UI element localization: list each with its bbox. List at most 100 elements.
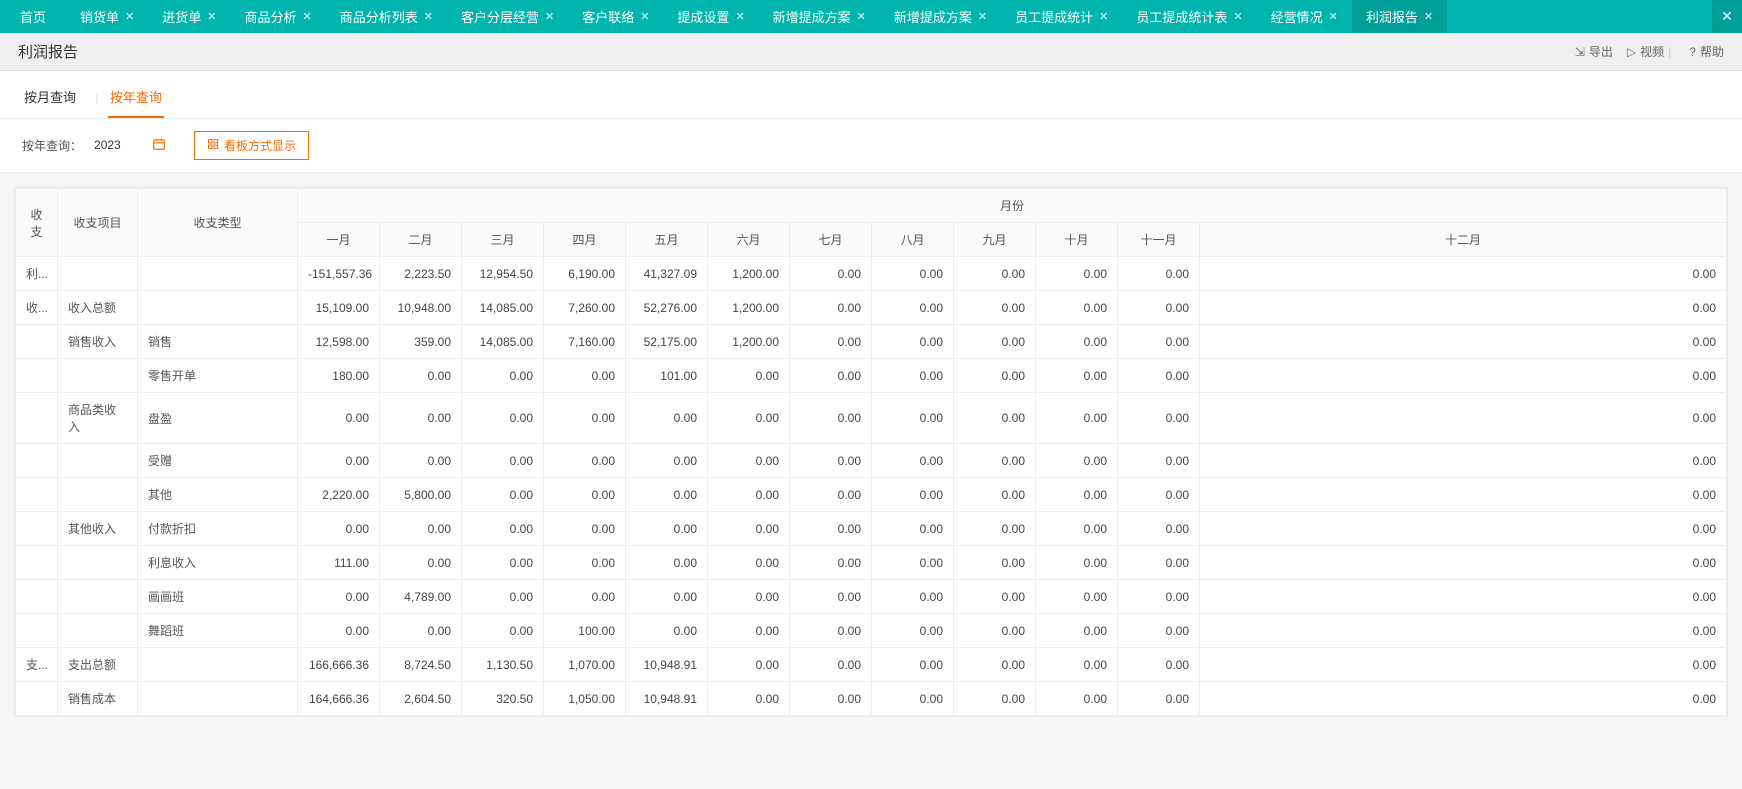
th-month: 四月 <box>544 223 626 257</box>
cell-category <box>16 444 58 478</box>
tab-label: 经营情况 <box>1271 7 1323 26</box>
cell-value: 0.00 <box>954 648 1036 682</box>
tab-close-icon[interactable]: ✕ <box>978 10 987 23</box>
cell-value: 0.00 <box>298 716 380 718</box>
cell-value: 0.00 <box>626 478 708 512</box>
cell-value: 0.00 <box>462 444 544 478</box>
tab-item[interactable]: 客户分层经营✕ <box>447 0 568 33</box>
cell-value: 0.00 <box>1118 359 1200 393</box>
cell-item <box>58 580 138 614</box>
cell-value: 0.00 <box>790 716 872 718</box>
tabbar-close-button[interactable]: ✕ <box>1712 0 1742 33</box>
table-row: 零售开单180.000.000.000.00101.000.000.000.00… <box>16 359 1727 393</box>
tab-item[interactable]: 新增提成方案✕ <box>880 0 1001 33</box>
th-month: 十一月 <box>1118 223 1200 257</box>
profit-table-wrap[interactable]: 收支 收支项目 收支类型 月份 一月二月三月四月五月六月七月八月九月十月十一月十… <box>14 187 1728 717</box>
tab-label: 商品分析 <box>244 7 296 26</box>
tab-item[interactable]: 商品分析 ✕ <box>230 0 325 33</box>
cell-value: 2,223.50 <box>380 257 462 291</box>
table-header: 收支 收支项目 收支类型 月份 一月二月三月四月五月六月七月八月九月十月十一月十… <box>16 189 1727 257</box>
cell-value: 0.00 <box>708 478 790 512</box>
cell-value: 0.00 <box>544 359 626 393</box>
tab-label: 销货单 <box>80 7 119 26</box>
cell-value: 0.00 <box>872 444 954 478</box>
cell-value: 0.00 <box>462 546 544 580</box>
cell-value: 12,598.00 <box>298 325 380 359</box>
video-icon: ▷ <box>1627 45 1636 59</box>
tab-label: 进货单 <box>162 7 201 26</box>
cell-value: 0.00 <box>298 393 380 444</box>
cell-category <box>16 682 58 716</box>
tab-close-icon[interactable]: ✕ <box>207 10 216 23</box>
tab-item[interactable]: 客户联络✕ <box>568 0 663 33</box>
tab-close-icon[interactable]: ✕ <box>424 10 433 23</box>
cell-item: 商品类收入 <box>58 393 138 444</box>
tab-close-icon[interactable]: ✕ <box>1424 10 1433 23</box>
cell-value: 0.00 <box>954 257 1036 291</box>
help-button[interactable]: ? 帮助 <box>1689 43 1724 60</box>
cell-value: 0.00 <box>954 325 1036 359</box>
tab-close-icon[interactable]: ✕ <box>545 10 554 23</box>
table-row: 受赠0.000.000.000.000.000.000.000.000.000.… <box>16 444 1727 478</box>
cell-value: 0.00 <box>1118 444 1200 478</box>
query-controls: 按年查询： 看板方式显示 <box>0 119 1742 173</box>
tab-item[interactable]: 新增提成方案✕ <box>759 0 880 33</box>
cell-value: 111.00 <box>298 546 380 580</box>
cell-value: 0.00 <box>708 614 790 648</box>
cell-value: 0.00 <box>298 444 380 478</box>
cell-value: 0.00 <box>872 580 954 614</box>
cell-value: 0.00 <box>708 682 790 716</box>
cell-value: 0.00 <box>1118 614 1200 648</box>
cell-value: 0.00 <box>1200 478 1727 512</box>
board-view-button[interactable]: 看板方式显示 <box>194 131 309 160</box>
tab-close-icon[interactable]: ✕ <box>1099 10 1108 23</box>
tab-close-icon[interactable]: ✕ <box>1329 10 1338 23</box>
cell-item <box>58 546 138 580</box>
cell-value: 0.00 <box>872 682 954 716</box>
cell-value: 0.00 <box>1036 580 1118 614</box>
tab-item[interactable]: 员工提成统计表✕ <box>1122 0 1256 33</box>
tab-close-icon[interactable]: ✕ <box>1233 10 1242 23</box>
cell-value: 0.00 <box>1200 546 1727 580</box>
tab-item[interactable]: 经营情况 ✕ <box>1257 0 1352 33</box>
cell-value: 0.00 <box>1036 546 1118 580</box>
tab-home[interactable]: 首页 <box>0 0 66 33</box>
cell-type: 利息收入 <box>138 546 298 580</box>
tab-close-icon[interactable]: ✕ <box>857 10 866 23</box>
tab-close-icon[interactable]: ✕ <box>640 10 649 23</box>
cell-value: 0.00 <box>790 546 872 580</box>
cell-category: 支... <box>16 648 58 682</box>
cell-value: 0.00 <box>790 478 872 512</box>
cell-value: 0.00 <box>872 291 954 325</box>
tab-item[interactable]: 员工提成统计✕ <box>1001 0 1122 33</box>
cell-value: 0.00 <box>1118 580 1200 614</box>
cell-value: 0.00 <box>1200 444 1727 478</box>
cell-type <box>138 291 298 325</box>
cell-value: 7,160.00 <box>544 325 626 359</box>
video-button[interactable]: ▷ 视频 <box>1627 43 1664 60</box>
tab-item[interactable]: 商品分析列表✕ <box>326 0 447 33</box>
tab-item[interactable]: 进货单 ✕ <box>148 0 230 33</box>
tab-close-icon[interactable]: ✕ <box>735 10 744 23</box>
cell-value: 0.00 <box>626 393 708 444</box>
year-input[interactable] <box>94 138 140 152</box>
calendar-icon[interactable] <box>152 137 166 154</box>
cell-value: 1,200.00 <box>708 291 790 325</box>
tab-item[interactable]: 销货单 ✕ <box>66 0 148 33</box>
subtab-yearly[interactable]: 按年查询 <box>108 81 164 118</box>
cell-value: 41,327.09 <box>626 257 708 291</box>
tab-item[interactable]: 提成设置✕ <box>663 0 758 33</box>
tab-close-icon[interactable]: ✕ <box>125 10 134 23</box>
cell-value: 0.00 <box>872 614 954 648</box>
cell-value: 0.00 <box>462 393 544 444</box>
cell-value: 0.00 <box>954 716 1036 718</box>
subtab-monthly[interactable]: 按月查询 <box>22 81 78 118</box>
cell-type <box>138 648 298 682</box>
tab-close-icon[interactable]: ✕ <box>303 10 312 23</box>
cell-value: 0.00 <box>544 546 626 580</box>
table-row: 画画班0.004,789.000.000.000.000.000.000.000… <box>16 580 1727 614</box>
cell-value: 0.00 <box>1200 393 1727 444</box>
tab-item[interactable]: 利润报告✕ <box>1352 0 1447 33</box>
export-button[interactable]: ⇲ 导出 <box>1575 43 1613 60</box>
cell-value: 5,800.00 <box>380 478 462 512</box>
